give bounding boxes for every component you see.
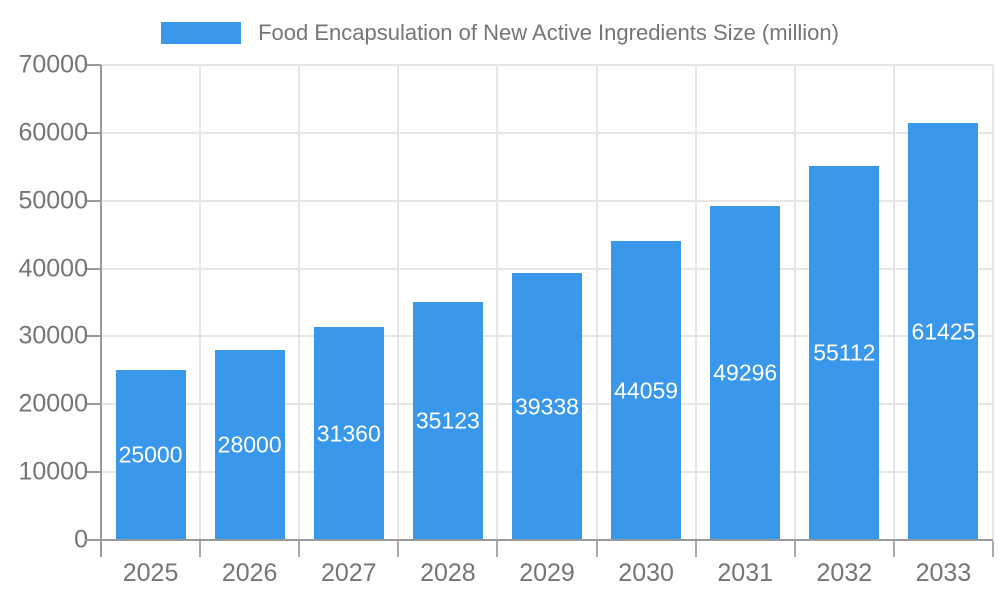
x-axis-tick bbox=[793, 541, 796, 557]
bar-value-label: 55112 bbox=[813, 339, 876, 366]
gridline-vertical bbox=[595, 65, 598, 540]
x-tick-label: 2033 bbox=[915, 559, 972, 587]
y-tick-label: 70000 bbox=[18, 50, 88, 79]
y-tick-label: 40000 bbox=[18, 254, 88, 283]
y-axis-tick bbox=[87, 199, 101, 202]
x-tick-label: 2030 bbox=[618, 559, 674, 587]
bar[interactable]: 28000 bbox=[214, 350, 285, 540]
y-tick-label: 60000 bbox=[18, 118, 88, 147]
gridline-vertical bbox=[892, 65, 895, 540]
bar[interactable]: 31360 bbox=[313, 327, 384, 540]
y-axis-tick bbox=[87, 335, 101, 338]
x-tick-label: 2031 bbox=[717, 559, 774, 587]
bar-value-label: 35123 bbox=[415, 407, 480, 434]
x-axis-tick bbox=[694, 541, 697, 557]
gridline-vertical bbox=[199, 65, 202, 540]
y-tick-label: 20000 bbox=[18, 389, 88, 418]
x-tick-label: 2027 bbox=[320, 559, 377, 587]
gridline-horizontal bbox=[101, 64, 993, 66]
x-tick-label: 2025 bbox=[122, 559, 179, 587]
x-tick-label: 2032 bbox=[816, 559, 873, 587]
gridline-horizontal bbox=[101, 199, 993, 202]
bar-value-label: 28000 bbox=[217, 431, 282, 458]
bar[interactable]: 49296 bbox=[710, 205, 781, 540]
gridline-horizontal bbox=[101, 267, 993, 270]
gridline-vertical bbox=[496, 65, 499, 540]
bar-value-label: 49296 bbox=[713, 359, 778, 386]
x-axis-tick bbox=[199, 541, 202, 557]
gridline-vertical bbox=[992, 65, 994, 540]
y-tick-label: 50000 bbox=[18, 186, 88, 215]
x-axis-tick bbox=[992, 541, 994, 557]
bar[interactable]: 35123 bbox=[412, 301, 483, 540]
legend-label: Food Encapsulation of New Active Ingredi… bbox=[258, 20, 839, 45]
y-axis-tick bbox=[87, 403, 101, 406]
gridline-vertical bbox=[793, 65, 796, 540]
bar[interactable]: 61425 bbox=[908, 123, 979, 540]
bar-value-label: 39338 bbox=[515, 393, 579, 420]
bar-value-label: 31360 bbox=[316, 420, 381, 447]
x-axis-tick bbox=[892, 541, 895, 557]
bar[interactable]: 44059 bbox=[611, 241, 682, 540]
y-axis-line bbox=[100, 65, 102, 556]
x-tick-label: 2029 bbox=[519, 559, 575, 587]
y-axis-tick bbox=[87, 267, 101, 270]
y-axis-tick bbox=[87, 471, 101, 474]
y-tick-label: 0 bbox=[74, 525, 88, 554]
y-tick-label: 10000 bbox=[18, 457, 88, 486]
plot-area: 0 10000 20000 30000 40000 50000 60000 70000 2025… bbox=[18, 51, 994, 587]
x-tick-label: 2028 bbox=[420, 559, 476, 587]
bar[interactable]: 39338 bbox=[512, 273, 582, 540]
x-axis-tick bbox=[397, 541, 400, 557]
y-axis-tick bbox=[87, 131, 101, 134]
bar[interactable]: 25000 bbox=[115, 370, 186, 540]
x-axis-tick bbox=[496, 541, 499, 557]
bar-value-label: 61425 bbox=[911, 318, 976, 345]
y-tick-label: 30000 bbox=[18, 321, 88, 350]
x-axis-tick bbox=[595, 541, 598, 557]
y-axis-tick bbox=[87, 64, 101, 66]
legend-swatch bbox=[161, 22, 242, 44]
x-axis-tick bbox=[298, 541, 301, 557]
gridline-vertical bbox=[397, 65, 400, 540]
x-tick-label: 2026 bbox=[221, 559, 278, 587]
bar[interactable]: 55112 bbox=[809, 166, 880, 540]
gridline-horizontal bbox=[101, 131, 993, 134]
legend[interactable]: Food Encapsulation of New Active Ingredi… bbox=[0, 21, 1000, 45]
gridline-vertical bbox=[298, 65, 301, 540]
bar-value-label: 44059 bbox=[614, 377, 679, 404]
bar-value-label: 25000 bbox=[118, 441, 183, 468]
gridline-vertical bbox=[694, 65, 697, 540]
x-axis-line bbox=[85, 539, 993, 541]
